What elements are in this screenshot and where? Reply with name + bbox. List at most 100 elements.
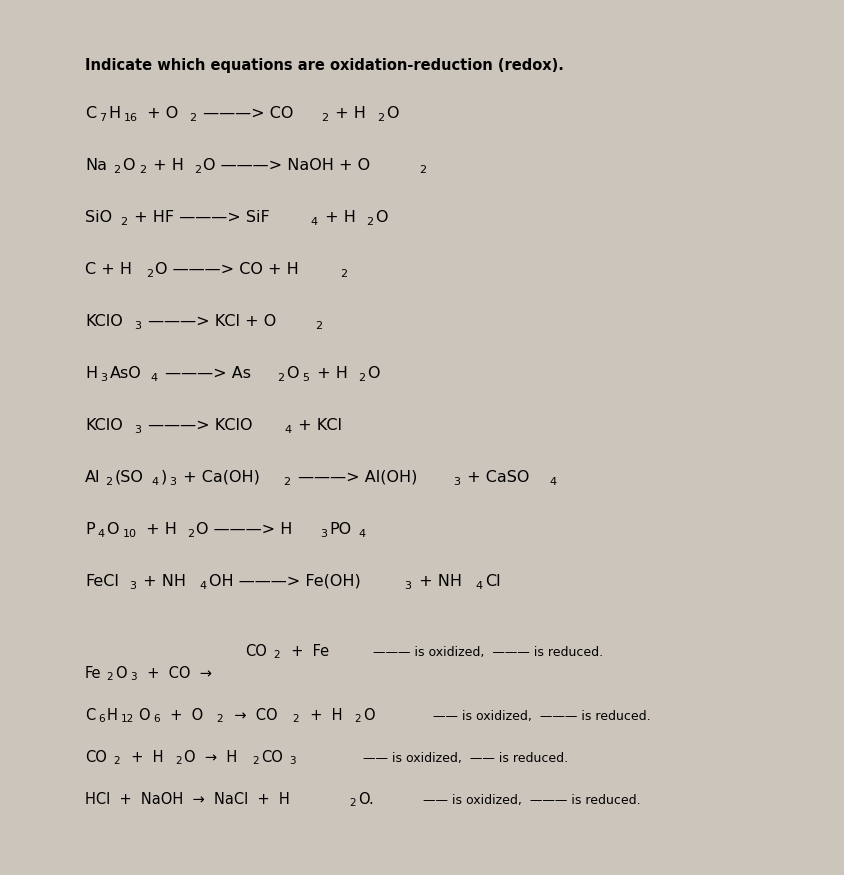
- Text: C + H: C + H: [85, 262, 132, 277]
- Text: O: O: [367, 366, 380, 381]
- Text: 2: 2: [322, 113, 328, 123]
- Text: 3: 3: [169, 477, 176, 487]
- Text: SiO: SiO: [85, 210, 112, 225]
- Text: H: H: [109, 106, 121, 121]
- Text: ———> CO: ———> CO: [198, 106, 294, 121]
- Text: H: H: [85, 366, 97, 381]
- Text: +  CO  →: + CO →: [138, 666, 213, 681]
- Text: + H: + H: [141, 522, 176, 537]
- Text: 3: 3: [133, 321, 141, 331]
- Text: O ———> CO + H: O ———> CO + H: [154, 262, 299, 277]
- Text: 2: 2: [105, 477, 112, 487]
- Text: 2: 2: [315, 321, 322, 331]
- Text: 2: 2: [194, 165, 202, 175]
- Text: 2: 2: [106, 673, 113, 682]
- Text: O: O: [376, 210, 388, 225]
- Text: O.: O.: [358, 792, 374, 807]
- Text: 3: 3: [133, 425, 141, 435]
- Text: 3: 3: [404, 581, 412, 591]
- Text: 2: 2: [120, 217, 127, 227]
- Text: Cl: Cl: [484, 574, 500, 589]
- Text: CO: CO: [261, 750, 283, 765]
- Text: + Ca(OH): + Ca(OH): [178, 470, 260, 485]
- Text: 2: 2: [216, 715, 223, 724]
- Text: 4: 4: [549, 477, 556, 487]
- Text: O: O: [106, 522, 119, 537]
- Text: 6: 6: [153, 715, 160, 724]
- Text: 3: 3: [289, 757, 296, 766]
- Text: 4: 4: [358, 529, 365, 539]
- Text: 2: 2: [176, 757, 182, 766]
- Text: + NH: + NH: [414, 574, 462, 589]
- Text: Indicate which equations are oxidation-reduction (redox).: Indicate which equations are oxidation-r…: [85, 58, 564, 73]
- Text: —— is oxidized,  ——— is reduced.: —— is oxidized, ——— is reduced.: [415, 794, 641, 807]
- Text: + KCl: + KCl: [293, 418, 342, 433]
- Text: H: H: [107, 708, 117, 723]
- Text: 2: 2: [113, 165, 121, 175]
- Text: →  CO: → CO: [225, 708, 277, 723]
- Text: +  H: + H: [122, 750, 163, 765]
- Text: 4: 4: [150, 373, 158, 383]
- Text: 3: 3: [128, 581, 136, 591]
- Text: P: P: [85, 522, 95, 537]
- Text: O: O: [363, 708, 375, 723]
- Text: 2: 2: [278, 373, 284, 383]
- Text: 4: 4: [311, 217, 318, 227]
- Text: 2: 2: [284, 477, 290, 487]
- Text: +  Fe: + Fe: [282, 644, 329, 659]
- Text: Al: Al: [85, 470, 100, 485]
- Text: ———> Al(OH): ———> Al(OH): [293, 470, 417, 485]
- Text: 2: 2: [292, 715, 299, 724]
- Text: 4: 4: [476, 581, 483, 591]
- Text: 5: 5: [303, 373, 310, 383]
- Text: + H: + H: [311, 366, 348, 381]
- Text: O  →  H: O → H: [184, 750, 237, 765]
- Text: 2: 2: [419, 165, 426, 175]
- Text: 2: 2: [146, 269, 153, 279]
- Text: CO: CO: [245, 644, 267, 659]
- Text: + H: + H: [331, 106, 366, 121]
- Text: 2: 2: [358, 373, 365, 383]
- Text: O: O: [138, 708, 149, 723]
- Text: AsO: AsO: [110, 366, 142, 381]
- Text: +  O: + O: [161, 708, 203, 723]
- Text: KClO: KClO: [85, 418, 122, 433]
- Text: 2: 2: [349, 799, 356, 808]
- Text: 3: 3: [100, 373, 108, 383]
- Text: + O: + O: [143, 106, 179, 121]
- Text: + NH: + NH: [138, 574, 186, 589]
- Text: FeCl: FeCl: [85, 574, 119, 589]
- Text: CO: CO: [85, 750, 107, 765]
- Text: 4: 4: [151, 477, 159, 487]
- Text: C: C: [85, 106, 96, 121]
- Text: 16: 16: [124, 113, 138, 123]
- Text: 2: 2: [252, 757, 259, 766]
- Text: 3: 3: [130, 673, 137, 682]
- Text: Fe: Fe: [85, 666, 101, 681]
- Text: KClO: KClO: [85, 314, 122, 329]
- Text: O: O: [115, 666, 127, 681]
- Text: 2: 2: [189, 113, 196, 123]
- Text: O ———> NaOH + O: O ———> NaOH + O: [203, 158, 371, 173]
- Text: OH ———> Fe(OH): OH ———> Fe(OH): [208, 574, 360, 589]
- Text: 2: 2: [273, 650, 280, 661]
- Text: 2: 2: [340, 269, 348, 279]
- Text: +  H: + H: [301, 708, 343, 723]
- Text: 2: 2: [113, 757, 120, 766]
- Text: O: O: [386, 106, 398, 121]
- Text: —— is oxidized,  —— is reduced.: —— is oxidized, —— is reduced.: [355, 752, 568, 765]
- Text: 6: 6: [98, 715, 105, 724]
- Text: Na: Na: [85, 158, 107, 173]
- Text: ———> As: ———> As: [160, 366, 251, 381]
- Text: 4: 4: [200, 581, 207, 591]
- Text: C: C: [85, 708, 95, 723]
- Text: 2: 2: [366, 217, 373, 227]
- Text: ———> KCl + O: ———> KCl + O: [143, 314, 276, 329]
- Text: 7: 7: [100, 113, 106, 123]
- Text: 4: 4: [97, 529, 105, 539]
- Text: 4: 4: [284, 425, 291, 435]
- Text: ——— is oxidized,  ——— is reduced.: ——— is oxidized, ——— is reduced.: [365, 646, 603, 659]
- Text: 2: 2: [187, 529, 194, 539]
- Text: (SO: (SO: [114, 470, 143, 485]
- Text: 10: 10: [122, 529, 137, 539]
